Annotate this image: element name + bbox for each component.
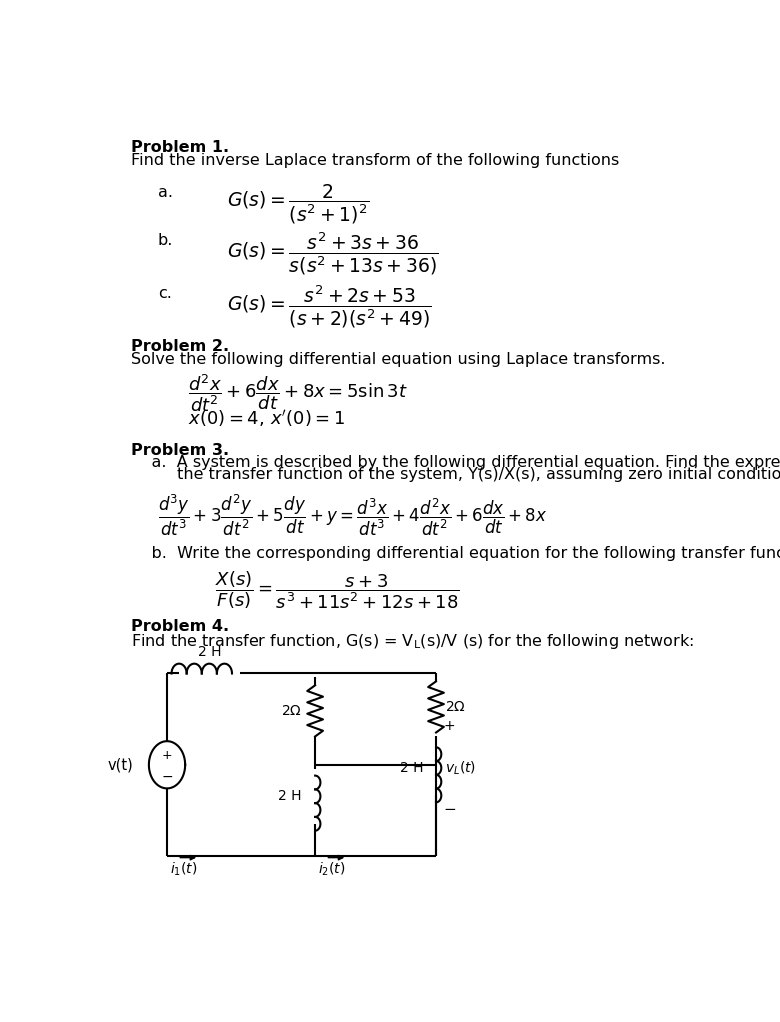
Text: $i_2(t)$: $i_2(t)$ <box>318 861 346 878</box>
Text: Problem 2.: Problem 2. <box>131 339 229 354</box>
Text: 2 H: 2 H <box>197 645 221 659</box>
Text: Find the transfer function, G(s) = V$_\mathrm{L}$(s)/V (s) for the following net: Find the transfer function, G(s) = V$_\m… <box>131 632 693 651</box>
Text: +: + <box>444 718 456 733</box>
Text: the transfer function of the system, Y(s)/X(s), assuming zero initial conditions: the transfer function of the system, Y(s… <box>131 467 780 482</box>
Text: $i_1(t)$: $i_1(t)$ <box>170 861 197 878</box>
Text: Problem 4.: Problem 4. <box>131 619 229 635</box>
Text: c.: c. <box>158 285 172 300</box>
Text: −: − <box>161 770 173 784</box>
Text: v(t): v(t) <box>108 757 134 773</box>
Text: b.  Write the corresponding differential equation for the following transfer fun: b. Write the corresponding differential … <box>131 546 780 561</box>
Text: Problem 3.: Problem 3. <box>131 443 229 458</box>
Text: Solve the following differential equation using Laplace transforms.: Solve the following differential equatio… <box>131 352 665 367</box>
Text: b.: b. <box>158 233 173 247</box>
Text: Problem 1.: Problem 1. <box>131 140 229 155</box>
Text: $\dfrac{X(s)}{F(s)} = \dfrac{s+3}{s^3+11s^2+12s+18}$: $\dfrac{X(s)}{F(s)} = \dfrac{s+3}{s^3+11… <box>215 569 460 611</box>
Text: $\dfrac{d^2x}{dt^2} + 6\dfrac{dx}{dt} + 8x = 5\sin 3t$: $\dfrac{d^2x}{dt^2} + 6\dfrac{dx}{dt} + … <box>188 372 408 414</box>
Text: $\dfrac{d^3y}{dt^3} + 3\dfrac{d^2y}{dt^2} + 5\dfrac{dy}{dt} + y = \dfrac{d^3x}{d: $\dfrac{d^3y}{dt^3} + 3\dfrac{d^2y}{dt^2… <box>158 493 548 538</box>
Text: a.  A system is described by the following differential equation. Find the expre: a. A system is described by the followin… <box>131 455 780 470</box>
Text: 2 H: 2 H <box>400 761 424 775</box>
Text: −: − <box>444 802 456 817</box>
Text: $G(s) = \dfrac{2}{(s^2+1)^2}$: $G(s) = \dfrac{2}{(s^2+1)^2}$ <box>228 183 370 226</box>
Text: +: + <box>161 749 172 761</box>
Text: 2 H: 2 H <box>278 789 302 803</box>
Text: a.: a. <box>158 185 173 200</box>
Text: $v_L(t)$: $v_L(t)$ <box>445 759 476 777</box>
Text: $G(s) = \dfrac{s^2+3s+36}{s(s^2+13s+36)}$: $G(s) = \dfrac{s^2+3s+36}{s(s^2+13s+36)}… <box>228 230 439 277</box>
Text: 2$\Omega$: 2$\Omega$ <box>281 704 302 717</box>
Text: Find the inverse Laplace transform of the following functions: Find the inverse Laplace transform of th… <box>131 152 619 168</box>
Text: 2$\Omega$: 2$\Omega$ <box>445 700 466 714</box>
Text: $G(s) = \dfrac{s^2+2s+53}{(s+2)(s^2+49)}$: $G(s) = \dfrac{s^2+2s+53}{(s+2)(s^2+49)}… <box>228 283 432 330</box>
Text: $x(0) = 4,\, x'(0) = 1$: $x(0) = 4,\, x'(0) = 1$ <box>188 408 346 428</box>
